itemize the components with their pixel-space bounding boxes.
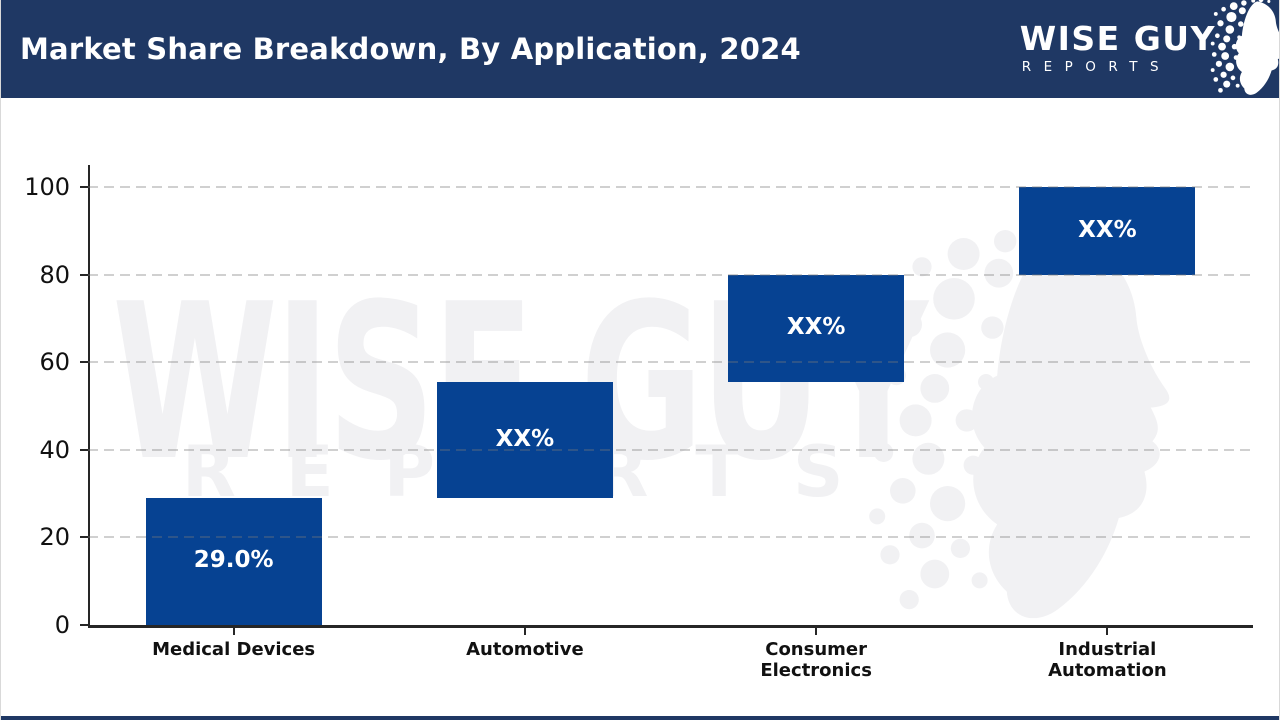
x-tick-mark (815, 628, 818, 635)
gridline-20 (88, 536, 1253, 539)
x-category-label: Automotive (466, 639, 584, 660)
y-tick-mark (80, 361, 88, 364)
x-category-label: Medical Devices (152, 639, 316, 660)
wiseguy-logo: WISE GUY REPORTS (1020, 0, 1280, 98)
bar-value-label: XX% (1078, 216, 1137, 243)
y-tick-mark (80, 185, 88, 188)
x-tick-mark (232, 628, 235, 635)
bar-automotive (436, 381, 613, 498)
header-bar: Market Share Breakdown, By Application, … (0, 0, 1280, 98)
y-tick-mark (80, 536, 88, 539)
x-axis-spine (88, 625, 1253, 628)
bar-value-label: XX% (495, 425, 555, 452)
left-border (0, 0, 1, 720)
gridline-100 (88, 185, 1253, 188)
wiseguy-face-icon (1209, 0, 1280, 95)
y-tick-label: 0 (54, 611, 70, 639)
y-tick-label: 80 (39, 260, 70, 289)
y-tick-mark (80, 624, 88, 626)
y-axis-spine (88, 164, 90, 628)
bottom-accent-strip (0, 716, 1280, 720)
gridline-40 (88, 448, 1253, 451)
page-title: Market Share Breakdown, By Application, … (20, 32, 801, 66)
bar-medical-devices (145, 497, 322, 625)
logo-reports-text: REPORTS (1021, 59, 1172, 75)
gridline-60 (88, 361, 1253, 364)
x-tick-mark (523, 628, 526, 635)
gridline-80 (88, 273, 1253, 276)
x-category-label: Industrial Automation (1048, 639, 1167, 682)
y-tick-label: 60 (39, 348, 70, 377)
bar-consumer-electronics (728, 274, 905, 382)
y-tick-label: 40 (39, 435, 70, 464)
y-tick-mark (80, 273, 88, 276)
bar-value-label: XX% (786, 314, 846, 341)
y-tick-mark (80, 448, 88, 451)
logo-text: WISE GUY REPORTS (1020, 22, 1216, 75)
bar-value-label: 29.0% (193, 547, 274, 574)
y-tick-label: 20 (39, 523, 70, 552)
bar-industrial-automation (1019, 186, 1196, 275)
x-category-label: Consumer Electronics (760, 639, 872, 682)
y-tick-label: 100 (24, 172, 70, 201)
wiseguy-face-watermark-icon (864, 222, 1170, 619)
logo-wordmark: WISE GUY (1019, 19, 1216, 58)
x-tick-mark (1106, 628, 1109, 635)
